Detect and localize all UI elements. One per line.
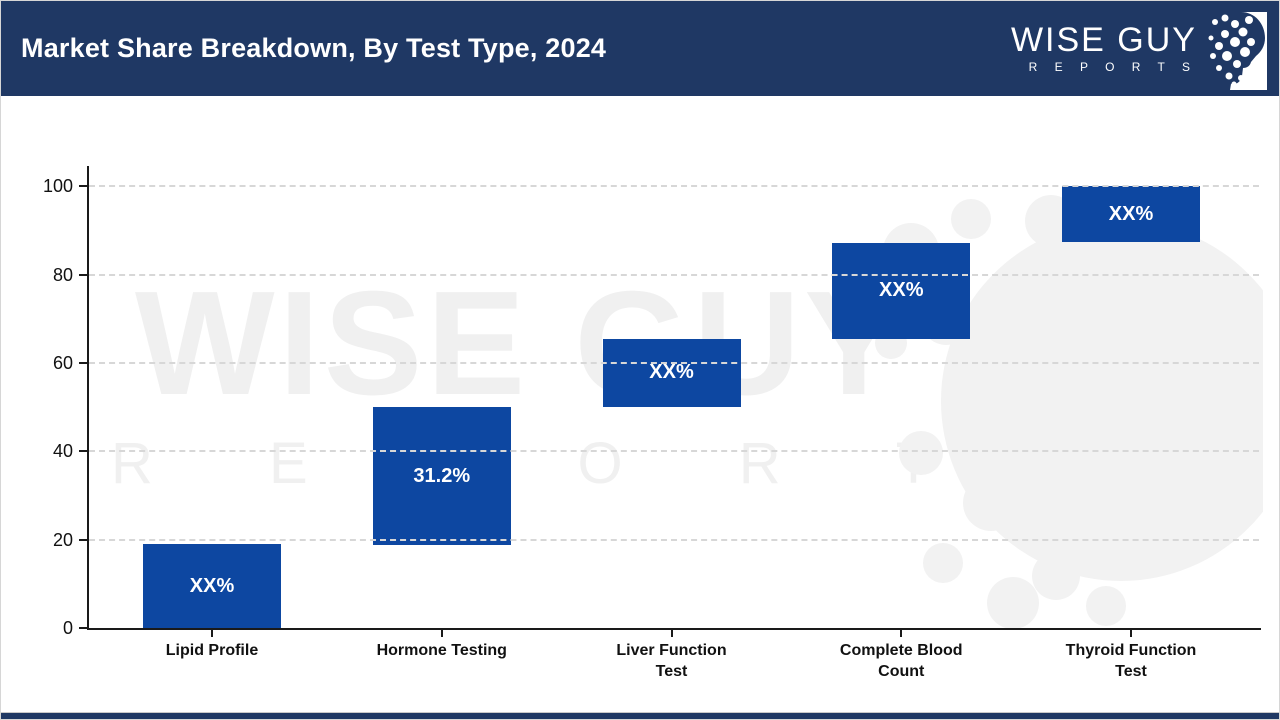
bar-segment: XX% xyxy=(832,242,971,339)
y-axis-tick-label: 20 xyxy=(52,529,73,550)
x-axis-line xyxy=(87,628,1261,630)
x-axis-category-label: Thyroid Function Test xyxy=(1065,642,1197,680)
gridline xyxy=(89,361,1259,364)
x-axis-tick xyxy=(900,630,903,637)
footer-bar xyxy=(1,712,1279,719)
y-axis-tick xyxy=(79,185,87,188)
x-axis-tick xyxy=(211,630,213,637)
bar-value-label: XX% xyxy=(189,574,235,597)
page-title: Market Share Breakdown, By Test Type, 20… xyxy=(21,33,607,63)
bar-value-label: 31.2% xyxy=(413,464,471,487)
bar-segment: XX% xyxy=(1062,186,1200,243)
logo-wordmark-line2: R E P O R T S xyxy=(1028,60,1197,74)
x-axis-category-label: Complete Blood Count xyxy=(839,642,963,680)
x-axis-tick xyxy=(670,630,673,637)
y-axis-tick-label: 100 xyxy=(42,176,73,197)
x-axis-category-label: Lipid Profile xyxy=(165,642,259,659)
y-axis-tick xyxy=(79,450,87,453)
y-axis-line xyxy=(87,166,89,630)
header-bar: Market Share Breakdown, By Test Type, 20… xyxy=(1,1,1279,96)
gridline xyxy=(89,273,1259,276)
y-axis-tick-label: 80 xyxy=(52,264,73,285)
y-axis-tick xyxy=(79,538,87,541)
logo-wordmark: WISE GUY R E P O R T S xyxy=(1011,23,1197,74)
wise-guy-head-icon xyxy=(1208,11,1267,90)
gridline xyxy=(89,185,1259,188)
x-axis-tick xyxy=(1130,630,1132,637)
y-axis-tick xyxy=(79,273,87,276)
y-axis-tick-label: 60 xyxy=(52,352,73,373)
bar-value-label: XX% xyxy=(649,361,694,384)
bar-value-label: XX% xyxy=(1108,202,1154,225)
y-axis-tick-label: 0 xyxy=(62,618,73,638)
bar-segment: XX% xyxy=(143,544,281,628)
y-axis-tick xyxy=(79,627,87,629)
gridline xyxy=(89,450,1259,453)
x-axis-category-label: Hormone Testing xyxy=(376,642,507,659)
bar-segment: XX% xyxy=(602,338,741,408)
logo-wordmark-line1: WISE GUY xyxy=(1010,21,1197,59)
y-axis-tick xyxy=(79,361,87,364)
y-axis-tick-label: 40 xyxy=(52,441,73,462)
x-axis-category-label: Liver Function Test xyxy=(616,642,727,680)
wise-guy-logo: WISE GUY R E P O R T S xyxy=(1011,8,1267,90)
gridline xyxy=(89,538,1259,541)
x-axis-tick xyxy=(440,630,443,637)
bar-value-label: XX% xyxy=(879,279,924,302)
bar-segment: 31.2% xyxy=(372,407,511,545)
